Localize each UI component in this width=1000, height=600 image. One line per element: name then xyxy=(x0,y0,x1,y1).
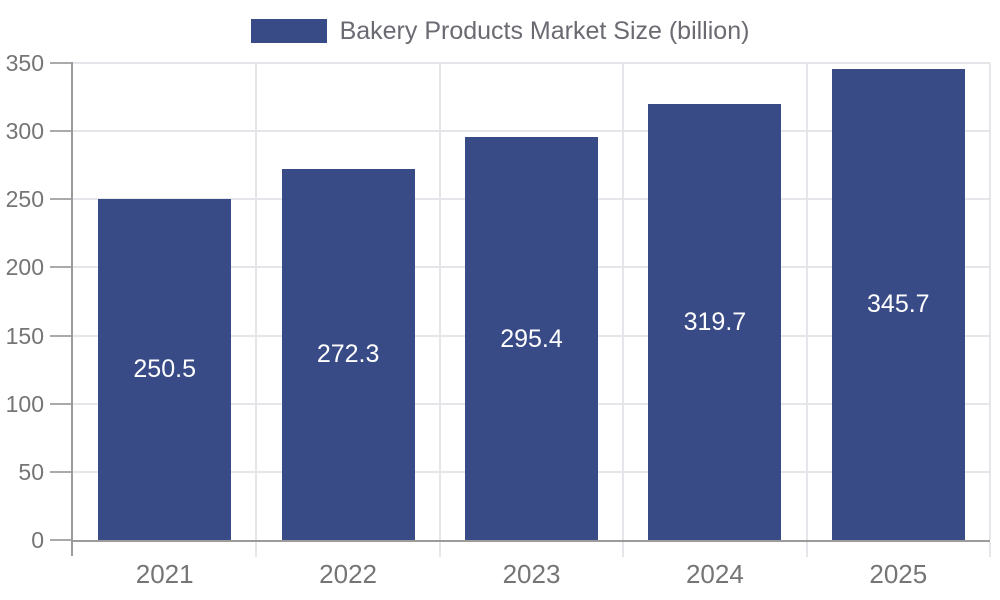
v-gridline xyxy=(805,63,808,540)
y-tick-mark xyxy=(50,334,73,337)
legend-swatch xyxy=(250,19,327,43)
bar-value-label: 272.3 xyxy=(316,340,380,369)
v-gridline xyxy=(255,63,258,540)
x-tick-mark xyxy=(805,542,808,557)
bar-value-label: 295.4 xyxy=(500,324,563,353)
y-tick-mark xyxy=(50,62,73,64)
y-axis-line xyxy=(71,62,73,556)
y-tick-label: 150 xyxy=(5,322,44,349)
y-tick-label: 50 xyxy=(18,458,44,485)
y-tick-label: 350 xyxy=(5,50,44,76)
h-gridline xyxy=(73,130,990,133)
y-tick-label: 300 xyxy=(5,118,44,145)
legend: Bakery Products Market Size (billion) xyxy=(0,17,1000,45)
h-gridline xyxy=(73,62,990,64)
x-tick-mark xyxy=(622,542,625,557)
x-tick-mark xyxy=(438,542,441,557)
v-gridline xyxy=(622,63,625,540)
bar-2021 xyxy=(98,198,232,540)
bar-2023 xyxy=(465,137,598,540)
legend-label: Bakery Products Market Size (billion) xyxy=(339,17,750,45)
x-axis-line xyxy=(71,540,990,542)
y-tick-mark xyxy=(50,198,73,201)
x-tick-mark xyxy=(989,542,991,557)
bar-value-label: 319.7 xyxy=(683,308,747,337)
x-tick-label: 2021 xyxy=(135,559,194,589)
x-tick-label: 2025 xyxy=(869,559,928,589)
y-tick-mark xyxy=(50,402,73,405)
v-gridline xyxy=(989,63,991,540)
bar-value-label: 250.5 xyxy=(133,355,196,384)
bar-2025 xyxy=(831,68,965,540)
x-tick-label: 2022 xyxy=(319,559,377,589)
bar-2022 xyxy=(281,168,415,540)
bar-value-label: 345.7 xyxy=(867,290,930,319)
y-tick-mark xyxy=(50,130,73,133)
v-gridline xyxy=(438,63,441,540)
y-tick-label: 200 xyxy=(5,254,44,281)
y-tick-label: 250 xyxy=(5,186,44,213)
y-tick-label: 100 xyxy=(5,390,44,417)
y-tick-mark xyxy=(50,470,73,473)
y-tick-mark xyxy=(50,539,73,541)
x-tick-mark xyxy=(255,542,258,557)
y-tick-mark xyxy=(50,266,73,269)
x-tick-label: 2023 xyxy=(502,559,561,589)
y-tick-label: 0 xyxy=(31,527,44,553)
bar-2024 xyxy=(648,104,782,540)
x-tick-label: 2024 xyxy=(685,559,744,589)
